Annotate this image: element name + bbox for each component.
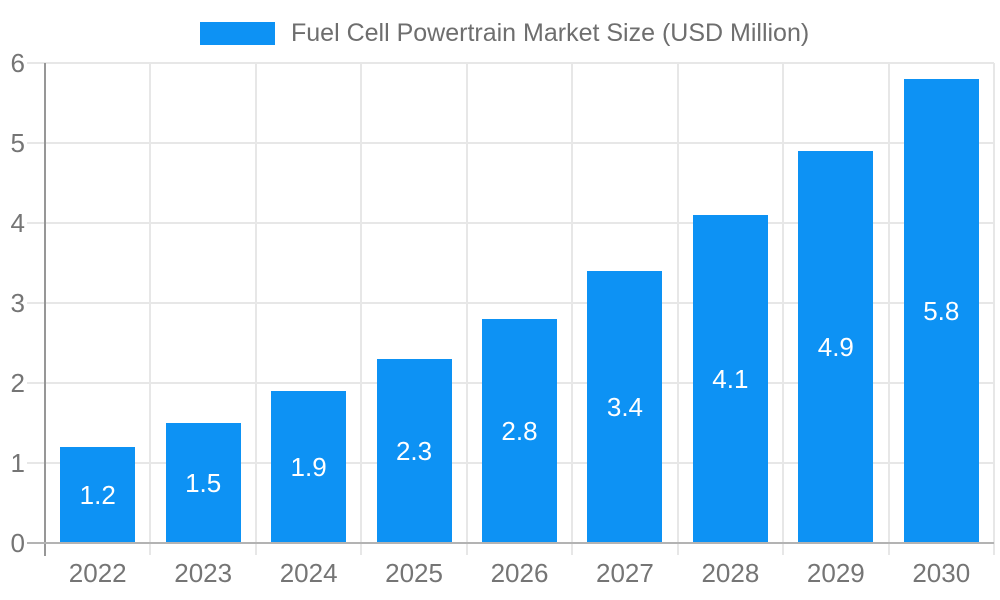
y-axis-line [44, 63, 46, 556]
y-axis-tick-label: 4 [10, 208, 25, 238]
bar[interactable]: 1.5 [165, 423, 241, 543]
legend-label: Fuel Cell Powertrain Market Size (USD Mi… [291, 19, 810, 47]
gridline-horizontal [27, 222, 994, 224]
y-axis-tick-label: 5 [10, 128, 25, 158]
bar-value-label: 2.8 [501, 416, 538, 446]
gridline-vertical [254, 63, 257, 555]
y-axis-tick-label: 6 [10, 48, 25, 78]
bar-value-label: 3.4 [606, 392, 644, 422]
gridline-vertical [465, 63, 468, 555]
x-axis-tick-label: 2024 [279, 558, 338, 588]
bar[interactable]: 1.9 [271, 391, 347, 543]
x-axis-tick-label: 2025 [385, 558, 443, 588]
bar[interactable]: 1.2 [60, 447, 136, 543]
y-axis-tick-label: 1 [10, 448, 25, 478]
x-axis-tick-label: 2023 [174, 558, 233, 588]
gridline-horizontal [27, 62, 994, 64]
gridline-horizontal [27, 142, 994, 144]
legend[interactable]: Fuel Cell Powertrain Market Size (USD Mi… [200, 21, 809, 46]
bar[interactable]: 2.8 [482, 319, 557, 543]
gridline-horizontal [27, 302, 994, 304]
legend-swatch [200, 22, 275, 45]
bar-value-label: 1.9 [290, 452, 327, 482]
bar-value-label: 4.9 [817, 332, 854, 362]
x-axis-tick-label: 2029 [806, 558, 865, 588]
x-axis-line [27, 542, 994, 544]
bar[interactable]: 3.4 [587, 271, 663, 543]
bar-value-label: 1.2 [79, 480, 116, 510]
bar[interactable]: 4.9 [798, 151, 874, 543]
bar-value-label: 5.8 [923, 296, 960, 326]
gridline-vertical [571, 63, 574, 555]
y-axis-tick-label: 3 [10, 288, 25, 318]
x-axis-tick-label: 2030 [912, 558, 971, 588]
plot-area: 1.2 1.5 1.9 2.3 2.8 3.4 4.1 4.9 5.8 [27, 62, 995, 556]
x-axis-tick-label: 2026 [490, 558, 549, 588]
y-axis-tick-label: 0 [10, 528, 25, 558]
y-axis-tick-label: 2 [10, 368, 25, 398]
x-axis-tick-label: 2022 [68, 558, 127, 588]
bar-value-label: 2.3 [395, 436, 433, 466]
bar[interactable]: 5.8 [903, 79, 979, 543]
gridline-vertical [993, 63, 995, 555]
gridline-vertical [887, 63, 890, 555]
gridline-vertical [360, 63, 363, 555]
bar-value-label: 1.5 [185, 468, 222, 498]
x-axis-tick-label: 2027 [596, 558, 654, 588]
x-axis-tick-label: 2028 [701, 558, 760, 588]
bar[interactable]: 4.1 [692, 215, 768, 543]
bar-value-label: 4.1 [712, 364, 749, 394]
gridline-vertical [782, 63, 785, 555]
bar[interactable]: 2.3 [376, 359, 452, 543]
gridline-vertical [676, 63, 679, 555]
gridline-vertical [149, 63, 152, 555]
